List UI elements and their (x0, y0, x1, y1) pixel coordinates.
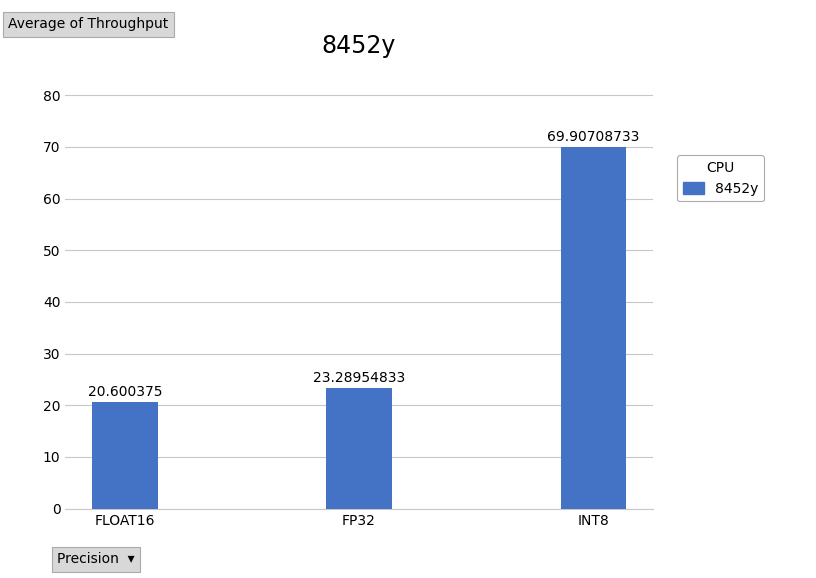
Text: Precision  ▾: Precision ▾ (57, 553, 135, 566)
Title: 8452y: 8452y (322, 34, 397, 58)
Bar (326, 388, 392, 509)
Text: 69.90708733: 69.90708733 (547, 130, 640, 144)
Legend: 8452y: 8452y (677, 155, 764, 201)
Bar (561, 147, 626, 509)
Bar (92, 402, 157, 509)
Text: Average of Throughput: Average of Throughput (8, 17, 168, 31)
Text: 23.28954833: 23.28954833 (313, 371, 406, 385)
Text: 20.600375: 20.600375 (87, 385, 162, 399)
